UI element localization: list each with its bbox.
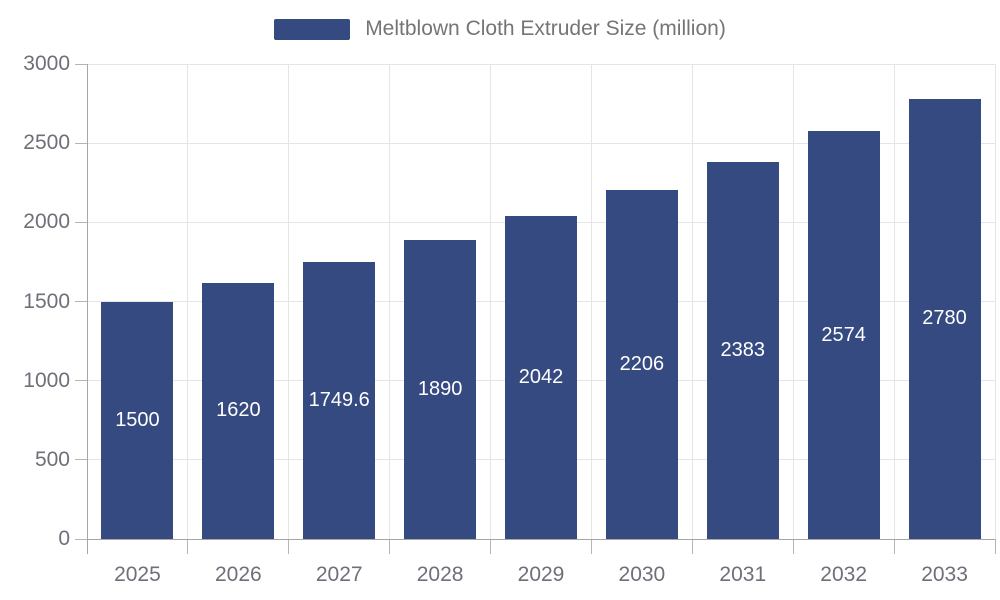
x-axis-tick-label: 2028 [416, 563, 464, 586]
bar-value-label: 2383 [720, 338, 766, 361]
x-axis-tick [893, 539, 895, 554]
y-axis-tick [75, 459, 87, 461]
y-axis-line [86, 64, 88, 554]
y-axis-tick [75, 380, 87, 382]
x-gridline [590, 64, 592, 539]
bar-2032: 2574 [807, 131, 880, 539]
x-axis-tick-label: 2027 [315, 563, 363, 586]
x-axis-tick [389, 539, 391, 554]
y-axis-tick-label: 2000 [23, 210, 70, 234]
bar-2030: 2206 [605, 189, 678, 539]
x-axis-tick-label: 2029 [517, 563, 565, 586]
x-gridline [691, 64, 693, 539]
x-gridline [490, 64, 492, 539]
y-axis-tick [75, 301, 87, 302]
bar-2027: 1749.6 [303, 261, 376, 539]
x-axis-tick [994, 539, 996, 554]
x-gridline [893, 64, 895, 539]
bar-value-label: 1890 [417, 377, 463, 400]
x-axis-tick-label: 2032 [820, 563, 868, 586]
x-axis-tick [590, 539, 592, 554]
x-gridline [187, 64, 189, 539]
bar-2031: 2383 [706, 161, 779, 539]
bar-2033: 2780 [908, 98, 981, 539]
y-axis-tick [75, 221, 87, 223]
bar-value-label: 2042 [518, 365, 564, 388]
bar-value-label: 1620 [216, 399, 261, 422]
y-gridline [87, 63, 995, 65]
bar-2026: 1620 [202, 282, 275, 539]
y-axis-tick-label: 1500 [23, 289, 70, 313]
bar-value-label: 2574 [821, 323, 866, 346]
x-axis-tick [691, 539, 693, 554]
legend-title: Meltblown Cloth Extruder Size (million) [365, 17, 726, 40]
y-gridline [87, 142, 995, 144]
x-gridline [792, 64, 794, 539]
x-axis-tick-label: 2031 [719, 563, 767, 586]
bar-2029: 2042 [505, 215, 577, 539]
y-axis-tick-label: 1000 [23, 368, 70, 392]
x-axis-line [87, 538, 995, 540]
x-axis-tick-label: 2030 [618, 563, 666, 586]
bar-value-label: 1500 [115, 408, 160, 431]
bar-2025: 1500 [101, 301, 174, 539]
x-axis-tick-label: 2025 [114, 563, 161, 586]
y-axis-tick-label: 500 [34, 447, 70, 471]
bar-value-label: 1749.6 [308, 388, 370, 411]
x-axis-tick [792, 539, 794, 554]
bar-value-label: 2780 [922, 307, 967, 330]
y-axis-tick-label: 0 [58, 527, 70, 550]
y-axis-tick [75, 538, 87, 540]
y-axis-tick [75, 63, 87, 65]
x-gridline [994, 64, 996, 539]
x-axis-tick-label: 2026 [214, 563, 262, 586]
y-axis-tick-label: 3000 [23, 52, 70, 75]
bar-value-label: 2206 [619, 352, 665, 375]
legend: Meltblown Cloth Extruder Size (million) [0, 17, 1000, 41]
x-gridline [288, 64, 290, 539]
x-axis-tick-label: 2033 [921, 563, 968, 586]
x-axis-tick [288, 539, 290, 554]
y-axis-tick-label: 2500 [23, 131, 70, 155]
x-gridline [389, 64, 391, 539]
y-axis-tick [75, 142, 87, 144]
bar-2028: 1890 [404, 239, 477, 539]
x-axis-tick [490, 539, 492, 554]
x-axis-tick [187, 539, 189, 554]
legend-swatch [274, 18, 351, 40]
